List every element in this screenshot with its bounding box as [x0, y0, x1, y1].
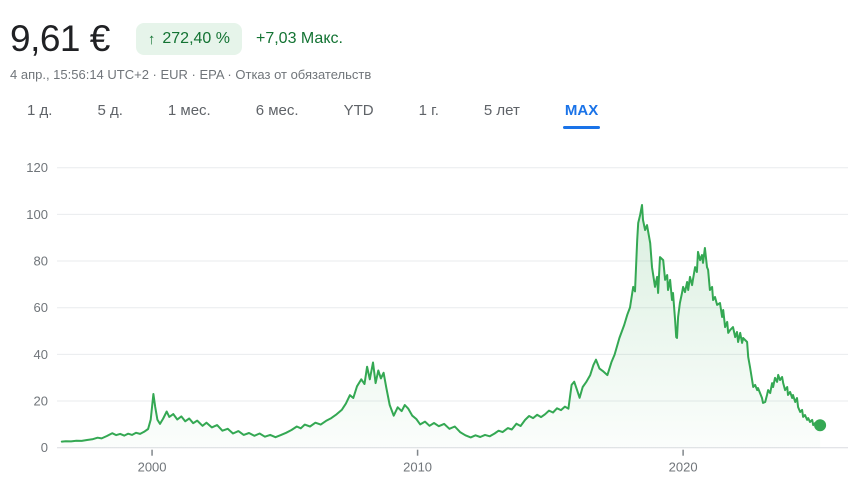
percent-change-badge: ↑ 272,40 % — [135, 23, 242, 55]
price-header: 9,61 € ↑ 272,40 % +7,03 Макс. — [0, 0, 860, 59]
tab-6m[interactable]: 6 мес. — [256, 98, 299, 131]
y-axis-label: 0 — [41, 440, 48, 455]
y-axis-label: 40 — [34, 347, 48, 362]
tab-1y[interactable]: 1 г. — [419, 98, 439, 131]
x-axis-label: 2000 — [138, 460, 167, 475]
y-axis-label: 20 — [34, 394, 48, 409]
x-axis-label: 2010 — [403, 460, 432, 475]
tab-ytd[interactable]: YTD — [344, 98, 374, 131]
y-axis-label: 120 — [26, 160, 48, 175]
y-axis-label: 80 — [34, 254, 48, 269]
chart-line — [60, 204, 822, 443]
time-range-tabs: 1 д. 5 д. 1 мес. 6 мес. YTD 1 г. 5 лет M… — [0, 82, 860, 131]
tab-1d[interactable]: 1 д. — [27, 98, 52, 131]
tab-5y[interactable]: 5 лет — [484, 98, 520, 131]
tab-max[interactable]: MAX — [562, 98, 601, 131]
quote-meta: 4 апр., 15:56:14 UTC+2 · EUR · EPA · Отк… — [0, 59, 860, 82]
chart-end-dot — [814, 419, 827, 432]
percent-change-value: 272,40 % — [162, 30, 230, 47]
current-price: 9,61 € — [10, 18, 110, 59]
quote-timestamp: 4 апр., 15:56:14 UTC+2 · EUR · EPA · — [10, 67, 236, 82]
tab-1m[interactable]: 1 мес. — [168, 98, 211, 131]
y-axis-label: 100 — [26, 207, 48, 222]
tab-5d[interactable]: 5 д. — [97, 98, 122, 131]
x-axis-label: 2020 — [669, 460, 698, 475]
chart-area-fill — [61, 205, 821, 448]
chart-svg[interactable]: 0 20 40 60 80 100 120 2000 2010 2020 — [0, 150, 860, 499]
up-arrow-icon: ↑ — [147, 30, 156, 48]
absolute-change: +7,03 Макс. — [255, 30, 343, 47]
disclaimer-link[interactable]: Отказ от обязательств — [235, 67, 372, 82]
price-history-chart[interactable]: 0 20 40 60 80 100 120 2000 2010 2020 — [0, 150, 860, 499]
y-axis-label: 60 — [34, 300, 48, 315]
